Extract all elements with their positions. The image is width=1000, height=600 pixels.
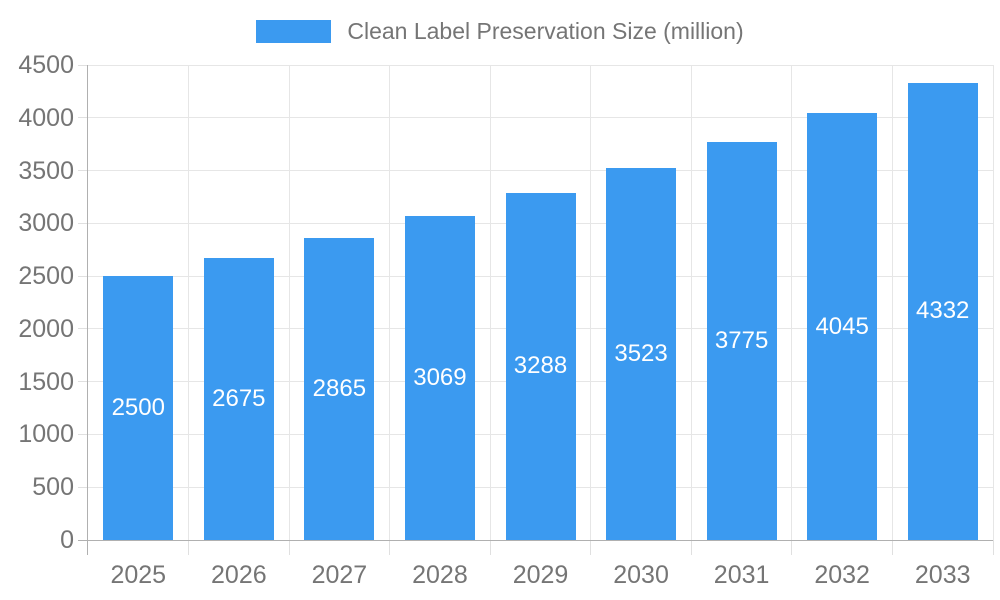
bar-value-label: 2500 [111, 394, 165, 422]
y-gridline [88, 170, 993, 172]
bar-value-label: 2865 [312, 374, 367, 402]
x-tick [590, 540, 592, 555]
x-axis-label: 2026 [211, 561, 267, 589]
bar [606, 168, 677, 540]
y-tick [78, 117, 88, 119]
chart-legend: Clean Label Preservation Size (million) [0, 16, 1000, 46]
bar [304, 237, 375, 540]
x-axis-label: 2028 [412, 561, 468, 589]
y-axis-label: 0 [60, 526, 74, 554]
x-axis-label: 2029 [512, 561, 569, 589]
bar-value-label: 3775 [714, 326, 769, 354]
x-gridline [891, 65, 893, 540]
y-axis-label: 3500 [18, 156, 74, 185]
bar-value-label: 3069 [413, 364, 467, 392]
x-tick [992, 540, 994, 555]
x-tick [389, 540, 391, 555]
bar [404, 216, 475, 540]
y-tick [78, 486, 88, 488]
y-tick [78, 170, 88, 172]
x-axis-label: 2033 [914, 561, 971, 589]
x-gridline [288, 65, 290, 540]
bar [907, 82, 978, 540]
x-gridline [791, 65, 793, 540]
bar [706, 141, 777, 540]
y-axis-label: 3000 [18, 209, 74, 238]
y-axis-label: 500 [32, 473, 74, 502]
x-axis-label: 2032 [814, 561, 870, 589]
bar [203, 257, 274, 540]
legend-swatch-icon [256, 19, 332, 43]
y-tick [78, 433, 88, 435]
x-axis-label: 2027 [311, 561, 368, 589]
y-axis-label: 1000 [18, 420, 74, 449]
x-axis-label: 2030 [613, 561, 669, 589]
y-tick [78, 381, 88, 383]
x-gridline [489, 65, 491, 540]
y-gridline [88, 64, 993, 66]
bar-value-label: 4332 [916, 297, 970, 325]
x-gridline [590, 65, 592, 540]
x-gridline [992, 65, 994, 540]
y-gridline [88, 117, 993, 119]
x-gridline [188, 65, 190, 540]
bar [103, 276, 174, 540]
bar [807, 113, 878, 540]
x-tick [690, 540, 692, 555]
bar-value-label: 3523 [614, 340, 668, 368]
x-axis-line [78, 539, 993, 541]
x-gridline [389, 65, 391, 540]
x-tick [188, 540, 190, 555]
bar-value-label: 3288 [513, 352, 568, 380]
bar [505, 192, 576, 540]
y-axis-line [87, 65, 88, 555]
x-axis-label: 2025 [110, 561, 167, 589]
y-axis-label: 1500 [18, 367, 74, 396]
y-tick [78, 328, 88, 330]
y-axis-label: 2500 [18, 262, 74, 291]
y-tick [78, 222, 88, 224]
y-tick [78, 275, 88, 277]
y-tick [78, 64, 88, 66]
x-tick [288, 540, 290, 555]
bar-value-label: 2675 [212, 384, 266, 412]
x-tick [489, 540, 491, 555]
bar-value-label: 4045 [815, 312, 869, 340]
y-axis-label: 4500 [18, 51, 74, 79]
legend-label: Clean Label Preservation Size (million) [347, 18, 744, 44]
x-tick [891, 540, 893, 555]
y-axis-label: 2000 [18, 314, 74, 343]
x-gridline [690, 65, 692, 540]
x-tick [791, 540, 793, 555]
x-axis-label: 2031 [713, 561, 770, 589]
y-axis-label: 4000 [18, 103, 74, 132]
